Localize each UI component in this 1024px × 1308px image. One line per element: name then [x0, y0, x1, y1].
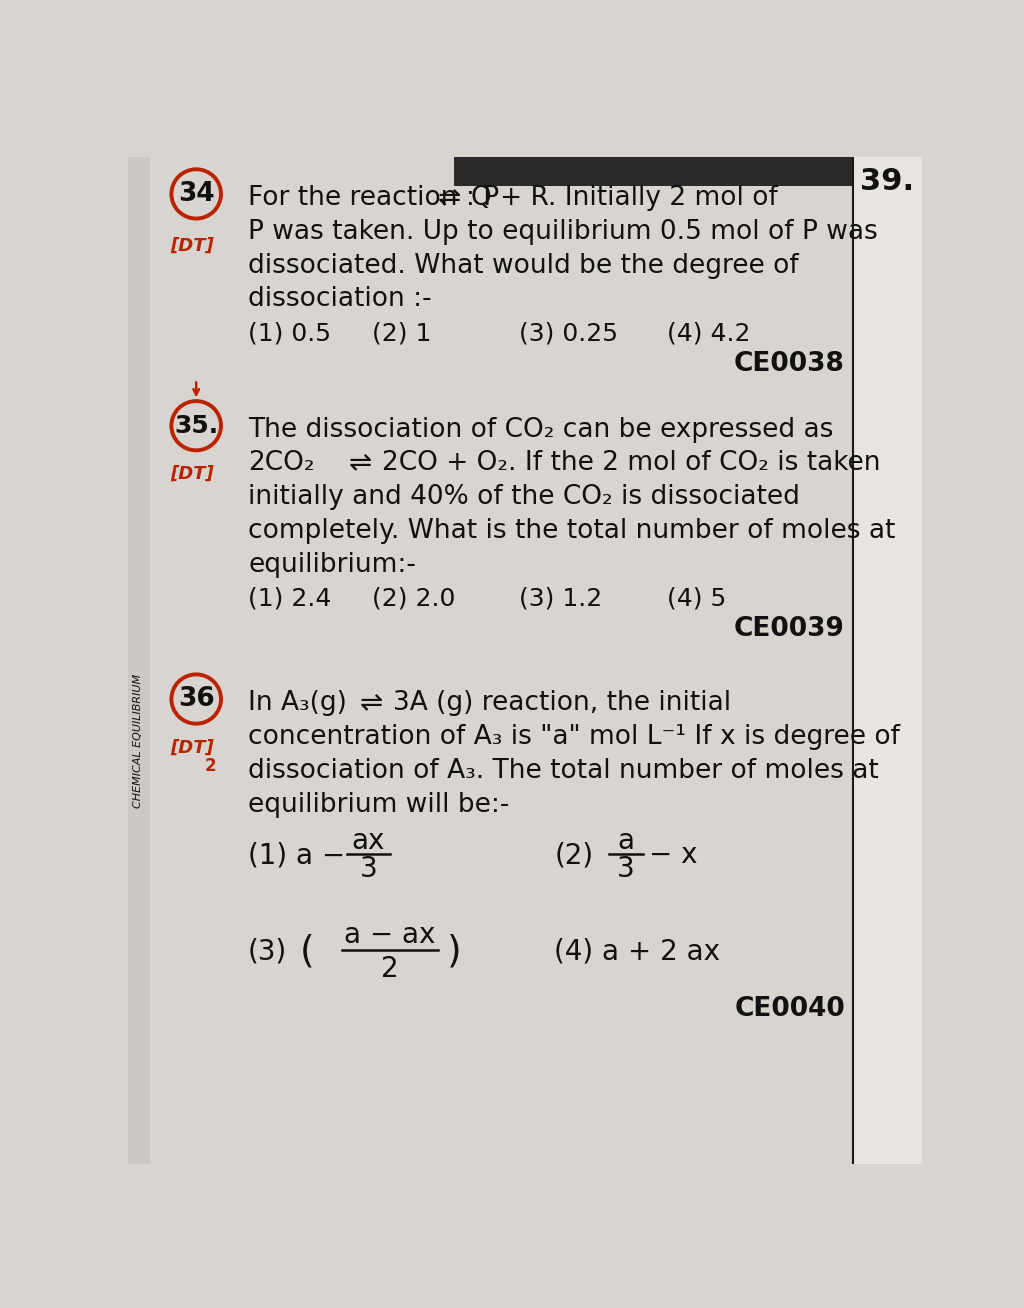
Text: dissociation of A₃. The total number of moles at: dissociation of A₃. The total number of … — [248, 757, 879, 783]
Text: − x: − x — [649, 841, 697, 870]
Text: 3A (g) reaction, the initial: 3A (g) reaction, the initial — [393, 689, 731, 715]
Text: In A₃(g): In A₃(g) — [248, 689, 347, 715]
Text: The dissociation of CO₂ can be expressed as: The dissociation of CO₂ can be expressed… — [248, 416, 834, 442]
Text: $\rightleftharpoons$: $\rightleftharpoons$ — [432, 183, 461, 212]
Text: (1) 0.5: (1) 0.5 — [248, 322, 331, 345]
Text: (3) 1.2: (3) 1.2 — [519, 587, 603, 611]
Text: $\rightleftharpoons$: $\rightleftharpoons$ — [343, 450, 373, 477]
Text: 34: 34 — [178, 181, 214, 207]
Text: 39.: 39. — [860, 167, 914, 196]
Text: [DT]: [DT] — [170, 739, 214, 756]
Text: (1) 2.4: (1) 2.4 — [248, 587, 332, 611]
Text: (4) a + 2 ax: (4) a + 2 ax — [554, 938, 720, 965]
Text: [DT]: [DT] — [170, 237, 214, 255]
Text: P was taken. Up to equilibrium 0.5 mol of P was: P was taken. Up to equilibrium 0.5 mol o… — [248, 218, 878, 245]
Text: Q + R. Initially 2 mol of: Q + R. Initially 2 mol of — [471, 184, 777, 211]
Text: CE0039: CE0039 — [734, 616, 845, 642]
FancyBboxPatch shape — [128, 157, 150, 1164]
Text: ax: ax — [351, 828, 385, 855]
Text: (4) 4.2: (4) 4.2 — [667, 322, 751, 345]
Text: $\rightleftharpoons$: $\rightleftharpoons$ — [354, 689, 384, 717]
Text: (2) 1: (2) 1 — [372, 322, 431, 345]
Text: concentration of A₃ is "a" mol L⁻¹ If x is degree of: concentration of A₃ is "a" mol L⁻¹ If x … — [248, 723, 900, 749]
Text: 2: 2 — [381, 955, 398, 982]
Text: dissociation :-: dissociation :- — [248, 286, 432, 313]
Text: a: a — [617, 828, 634, 855]
Text: (3) 0.25: (3) 0.25 — [519, 322, 618, 345]
Text: 2CO₂: 2CO₂ — [248, 450, 314, 476]
Text: (: ( — [300, 934, 314, 969]
Text: For the reaction : P: For the reaction : P — [248, 184, 500, 211]
Text: equilibrium will be:-: equilibrium will be:- — [248, 791, 510, 818]
Text: 2CO + O₂. If the 2 mol of CO₂ is taken: 2CO + O₂. If the 2 mol of CO₂ is taken — [382, 450, 881, 476]
Text: dissociated. What would be the degree of: dissociated. What would be the degree of — [248, 252, 799, 279]
Text: ): ) — [447, 934, 462, 969]
Text: 3: 3 — [359, 855, 377, 883]
Text: (4) 5: (4) 5 — [667, 587, 726, 611]
Text: (3): (3) — [248, 938, 288, 965]
FancyBboxPatch shape — [454, 157, 853, 186]
Text: CHEMICAL EQUILIBRIUM: CHEMICAL EQUILIBRIUM — [133, 674, 143, 807]
Text: [DT]: [DT] — [170, 466, 214, 483]
Text: (1) a −: (1) a − — [248, 841, 345, 870]
Text: a − ax: a − ax — [344, 921, 435, 948]
Text: CE0040: CE0040 — [734, 997, 845, 1023]
Text: 3: 3 — [616, 855, 635, 883]
Text: 36: 36 — [178, 685, 215, 712]
Text: CE0038: CE0038 — [734, 351, 845, 377]
Text: (2) 2.0: (2) 2.0 — [372, 587, 456, 611]
Text: 2: 2 — [205, 757, 216, 776]
Text: 35.: 35. — [174, 413, 218, 438]
Text: equilibrium:-: equilibrium:- — [248, 552, 416, 578]
Text: (2): (2) — [554, 841, 593, 870]
Text: completely. What is the total number of moles at: completely. What is the total number of … — [248, 518, 896, 544]
Text: initially and 40% of the CO₂ is dissociated: initially and 40% of the CO₂ is dissocia… — [248, 484, 800, 510]
FancyBboxPatch shape — [853, 157, 922, 1164]
